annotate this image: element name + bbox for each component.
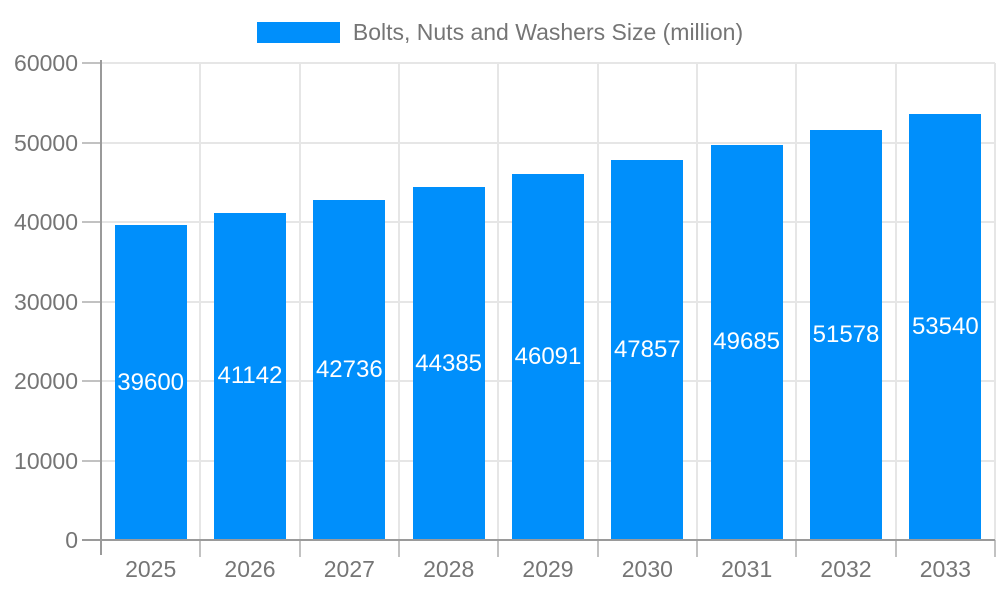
x-axis-label: 2031 xyxy=(721,556,773,582)
y-axis-tick xyxy=(82,459,101,462)
x-axis-tick xyxy=(795,540,798,557)
y-axis-tick-label: 20000 xyxy=(14,368,78,394)
x-gridline xyxy=(497,63,500,540)
y-axis-tick xyxy=(82,221,101,223)
x-axis-line xyxy=(82,539,995,541)
x-axis-label: 2030 xyxy=(621,556,673,582)
x-axis-tick xyxy=(894,540,897,557)
y-axis-tick-label: 40000 xyxy=(14,209,78,235)
x-axis-label: 2027 xyxy=(323,556,375,582)
x-axis-label: 2028 xyxy=(423,556,475,582)
bar-value-label: 49685 xyxy=(713,328,781,356)
y-axis-tick-label: 0 xyxy=(65,527,78,553)
x-axis-tick xyxy=(199,540,202,557)
x-axis-label: 2029 xyxy=(522,556,574,582)
x-axis-tick xyxy=(696,540,698,557)
x-axis-label: 2025 xyxy=(125,556,177,582)
y-gridline xyxy=(101,62,995,64)
x-axis-tick xyxy=(596,540,599,557)
x-gridline xyxy=(795,63,798,540)
x-gridline xyxy=(894,63,897,540)
x-axis-tick xyxy=(994,540,996,557)
y-axis-tick xyxy=(82,141,101,144)
x-gridline xyxy=(199,63,202,540)
bar-value-label: 39600 xyxy=(117,368,185,396)
y-axis-tick xyxy=(82,380,101,382)
x-gridline xyxy=(398,63,400,540)
bar-2025[interactable]: 39600 xyxy=(114,225,187,540)
x-axis-label: 2033 xyxy=(919,556,971,582)
bar-value-label: 51578 xyxy=(812,320,880,348)
bar-2030[interactable]: 47857 xyxy=(611,159,684,540)
x-axis-tick xyxy=(398,540,400,557)
y-axis-line xyxy=(100,60,102,555)
y-axis-tick-label: 10000 xyxy=(14,447,78,474)
y-axis-tick-label: 30000 xyxy=(14,288,78,315)
y-axis-tick xyxy=(82,62,101,64)
x-gridline xyxy=(298,63,301,540)
bar-2028[interactable]: 44385 xyxy=(412,187,485,540)
x-gridline xyxy=(994,63,996,540)
bar-value-label: 44385 xyxy=(415,349,483,377)
x-axis-tick xyxy=(497,540,500,557)
y-axis-tick-label: 60000 xyxy=(14,50,78,76)
y-axis-tick-label: 50000 xyxy=(14,129,78,156)
y-gridline xyxy=(101,141,995,144)
x-gridline xyxy=(696,63,698,540)
bar-2032[interactable]: 51578 xyxy=(810,129,882,540)
bar-value-label: 53540 xyxy=(911,313,979,341)
bar-value-label: 47857 xyxy=(613,335,681,363)
legend-label: Bolts, Nuts and Washers Size (million) xyxy=(352,18,744,45)
bar-value-label: 41142 xyxy=(217,362,283,390)
x-axis-label: 2026 xyxy=(224,556,276,582)
bar-2027[interactable]: 42736 xyxy=(313,200,386,540)
x-axis-label: 2032 xyxy=(820,556,872,582)
bar-2029[interactable]: 46091 xyxy=(512,173,584,540)
bar-2026[interactable]: 41142 xyxy=(214,212,286,540)
bar-value-label: 46091 xyxy=(514,342,582,370)
bar-2031[interactable]: 49685 xyxy=(710,145,783,540)
x-axis-tick xyxy=(298,540,301,557)
bar-value-label: 42736 xyxy=(315,356,383,384)
legend: Bolts, Nuts and Washers Size (million) xyxy=(0,16,1000,48)
bar-2033[interactable]: 53540 xyxy=(909,114,982,540)
y-axis-tick xyxy=(82,300,101,303)
x-gridline xyxy=(596,63,599,540)
legend-swatch xyxy=(256,21,340,43)
